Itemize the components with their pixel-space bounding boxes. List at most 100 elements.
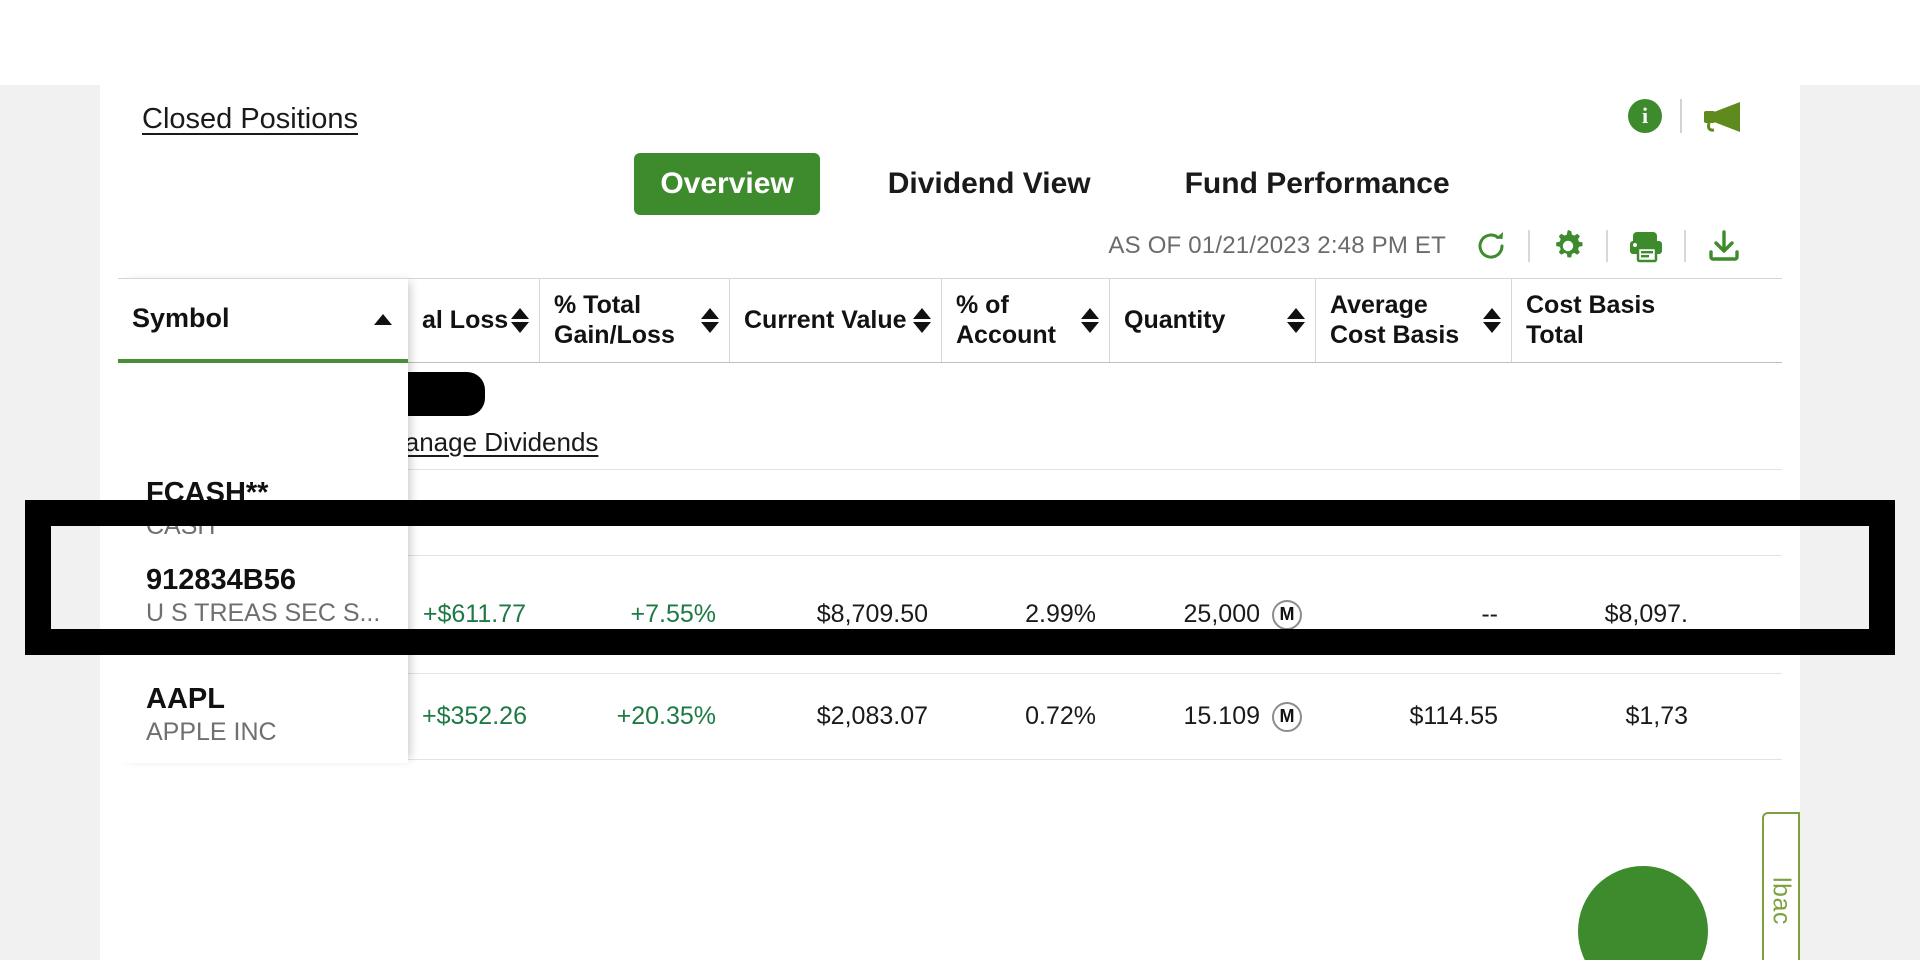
- toolbar-divider-2: [1606, 230, 1608, 262]
- th-quantity[interactable]: Quantity: [1110, 279, 1316, 362]
- caret-down-icon: [913, 322, 931, 333]
- cell-pct-total-gain-loss: +20.35%: [616, 702, 716, 730]
- positions-panel: Closed Positions i Overview Dividend Vie…: [100, 85, 1800, 960]
- symbol-cell-treasury[interactable]: 912834B56 U S TREAS SEC S... 0.000% 02/1…: [118, 557, 408, 676]
- margin-badge-icon: M: [1272, 599, 1302, 630]
- cell-cost-basis-total: $1,73: [1625, 702, 1688, 730]
- caret-up-icon: [1287, 308, 1305, 319]
- caret-up-icon: [1483, 308, 1501, 319]
- symbol-ticker: AAPL: [146, 683, 225, 715]
- panel-header: Closed Positions i: [100, 85, 1800, 155]
- cell-pct-total-gain-loss: +7.55%: [630, 600, 717, 628]
- header-divider: [1680, 99, 1682, 133]
- caret-down-icon: [1287, 322, 1305, 333]
- cell-total-gain-loss: +$611.77: [422, 600, 526, 628]
- download-icon[interactable]: [1706, 229, 1742, 263]
- page-gutter-left: [0, 85, 100, 960]
- th-current-value-label: Current Value: [744, 305, 907, 334]
- th-pct-of-account-label: % of Account: [956, 291, 1056, 349]
- positions-table: al Loss % Total Gain/Loss Current Value: [118, 278, 1782, 763]
- header-icon-group: i: [1628, 99, 1742, 133]
- sort-average-cost-basis[interactable]: [1483, 308, 1501, 333]
- symbol-name: APPLE INC: [146, 717, 277, 746]
- symbol-cell-fcash[interactable]: FCASH** CASH: [118, 470, 408, 557]
- cell-pct-of-account: 2.99%: [1025, 600, 1096, 628]
- gear-icon[interactable]: [1550, 228, 1586, 264]
- cell-pct-of-account: 0.72%: [1025, 702, 1096, 730]
- asof-timestamp: AS OF 01/21/2023 2:48 PM ET: [1108, 232, 1446, 259]
- cell-pct-total-gain-loss: n/a: [681, 498, 716, 526]
- sticky-group-spacer: [118, 363, 408, 470]
- sticky-symbol-column: Symbol FCASH** CASH 912834B56 U S TREAS …: [118, 278, 408, 763]
- symbol-cell-aapl[interactable]: AAPL APPLE INC: [118, 676, 408, 763]
- cell-quantity-value: 2,605.98: [1204, 498, 1302, 526]
- caret-up-icon: [701, 308, 719, 319]
- refresh-icon[interactable]: [1474, 229, 1508, 263]
- chat-fab-button[interactable]: [1578, 866, 1708, 960]
- info-icon[interactable]: i: [1628, 99, 1662, 133]
- cell-cost-basis-total: $8,097.: [1604, 600, 1688, 628]
- th-cost-basis-total-label: Cost Basis Total: [1526, 291, 1656, 349]
- cell-current-value: $2,083.07: [816, 702, 928, 730]
- sort-quantity[interactable]: [1287, 308, 1305, 333]
- megaphone-icon[interactable]: [1700, 99, 1742, 133]
- cell-quantity: 15.109 M: [1110, 701, 1316, 732]
- feedback-tab[interactable]: lbac: [1762, 812, 1800, 960]
- cell-total-gain-loss: n/a: [491, 498, 526, 526]
- cell-current-value: $2,605.98: [816, 498, 928, 526]
- cell-total-gain-loss: +$352.26: [422, 702, 527, 730]
- cell-quantity-value: 15.109: [1183, 702, 1260, 730]
- th-average-cost-basis-label: Average Cost Basis: [1330, 291, 1460, 349]
- th-pct-total-gain-loss[interactable]: % Total Gain/Loss: [540, 279, 730, 362]
- caret-up-icon: [1081, 308, 1099, 319]
- tab-dividend-view[interactable]: Dividend View: [887, 167, 1091, 200]
- sort-pct-total-gain-loss[interactable]: [701, 308, 719, 333]
- th-pct-of-account[interactable]: % of Account: [942, 279, 1110, 362]
- caret-down-icon: [1483, 322, 1501, 333]
- closed-positions-link[interactable]: Closed Positions: [142, 103, 358, 135]
- sort-symbol[interactable]: [374, 313, 392, 325]
- th-symbol[interactable]: Symbol: [118, 278, 408, 363]
- caret-up-icon: [374, 313, 392, 325]
- cell-quantity-value: 25,000: [1183, 600, 1260, 628]
- cell-quantity: 2,605.98: [1110, 498, 1316, 527]
- feedback-tab-label: lbac: [1767, 877, 1796, 925]
- symbol-ticker: 912834B56: [146, 564, 296, 596]
- manage-dividends-link[interactable]: Manage Dividends: [383, 427, 599, 457]
- th-symbol-label: Symbol: [132, 303, 230, 334]
- cell-average-cost-basis: --: [1481, 600, 1498, 628]
- cell-current-value: $8,709.50: [816, 600, 928, 628]
- tab-fund-performance[interactable]: Fund Performance: [1184, 167, 1450, 200]
- sort-pct-of-account[interactable]: [1081, 308, 1099, 333]
- cell-average-cost-basis: n/a: [1463, 498, 1498, 526]
- th-quantity-label: Quantity: [1124, 305, 1226, 334]
- cell-pct-of-account: 0.90%: [1025, 498, 1096, 526]
- symbol-name: CASH: [146, 511, 216, 540]
- caret-up-icon: [913, 308, 931, 319]
- sort-current-value[interactable]: [913, 308, 931, 333]
- margin-badge-icon: M: [1272, 701, 1302, 732]
- th-average-cost-basis[interactable]: Average Cost Basis: [1316, 279, 1512, 362]
- symbol-detail: 0.000% 02/15/2052: [146, 630, 363, 659]
- toolbar-divider-3: [1684, 230, 1686, 262]
- symbol-name: U S TREAS SEC S...: [146, 598, 381, 627]
- th-pct-total-gain-loss-label: % Total Gain/Loss: [554, 291, 675, 349]
- print-icon[interactable]: [1628, 229, 1664, 263]
- tab-overview[interactable]: Overview: [634, 153, 820, 215]
- toolbar-divider-1: [1528, 230, 1530, 262]
- th-total-gain-loss[interactable]: al Loss: [408, 279, 540, 362]
- view-tabs: Overview Dividend View Fund Performance: [100, 153, 1800, 215]
- page-gutter-right: [1800, 85, 1920, 960]
- caret-down-icon: [701, 322, 719, 333]
- symbol-ticker: FCASH**: [146, 477, 269, 509]
- caret-down-icon: [511, 322, 529, 333]
- caret-down-icon: [1081, 322, 1099, 333]
- cell-quantity: 25,000 M: [1110, 599, 1316, 630]
- asof-toolbar: AS OF 01/21/2023 2:48 PM ET: [1108, 228, 1742, 264]
- th-cost-basis-total[interactable]: Cost Basis Total: [1512, 279, 1702, 362]
- sort-total-gain-loss[interactable]: [511, 308, 529, 333]
- th-current-value[interactable]: Current Value: [730, 279, 942, 362]
- caret-up-icon: [511, 308, 529, 319]
- cell-average-cost-basis: $114.55: [1409, 702, 1498, 730]
